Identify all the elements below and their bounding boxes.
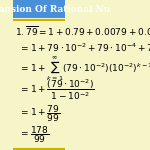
Text: $= 1 + \dfrac{(79 \cdot 10^{-2})}{1-10^{-2}}$: $= 1 + \dfrac{(79 \cdot 10^{-2})}{1-10^{…	[19, 78, 95, 102]
Text: $= 1 + \dfrac{79}{99}$: $= 1 + \dfrac{79}{99}$	[19, 104, 60, 124]
FancyBboxPatch shape	[13, 0, 65, 18]
Text: $1.\overline{79}$$= 1 + 0.79 + 0.0079 + 0.000079 + \ldots$: $1.\overline{79}$$= 1 + 0.79 + 0.0079 + …	[15, 25, 150, 38]
Text: al Expansion Of Rational Nu: al Expansion Of Rational Nu	[0, 4, 110, 14]
Text: $= 1 + \sum_{k=1}^{\infty}(79 \cdot 10^{-2})(10^{-2})^{k-1}$: $= 1 + \sum_{k=1}^{\infty}(79 \cdot 10^{…	[19, 55, 150, 83]
Text: $= 1 + 79 \cdot 10^{-2} + 79 \cdot 10^{-4} + 79 \cdot 10^{-6} + \ldots$: $= 1 + 79 \cdot 10^{-2} + 79 \cdot 10^{-…	[19, 42, 150, 54]
Text: $= \dfrac{178}{99}$: $= \dfrac{178}{99}$	[19, 125, 50, 145]
